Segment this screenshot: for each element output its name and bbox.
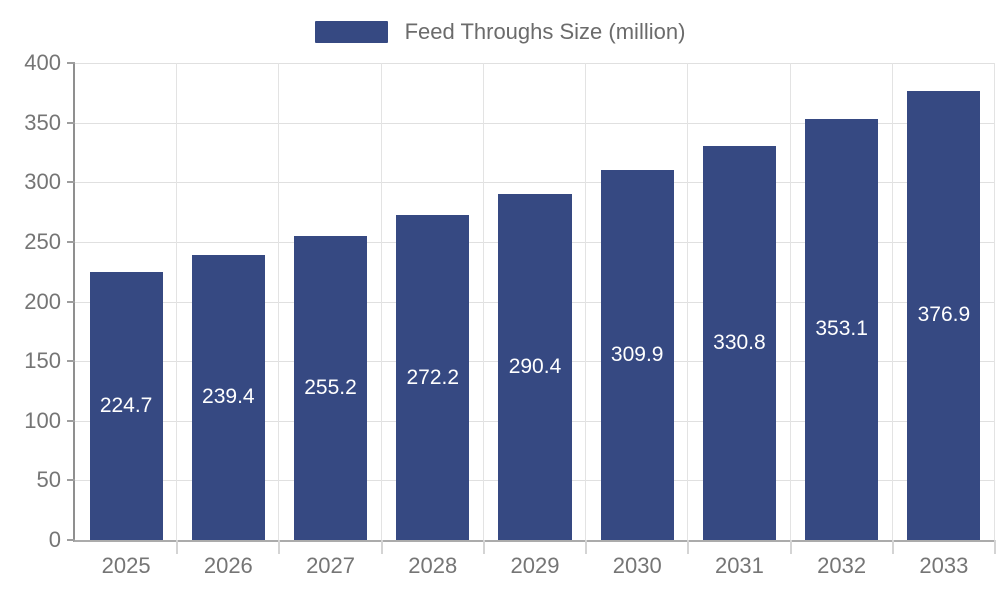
- bar-value-label: 290.4: [508, 354, 562, 378]
- x-axis-label: 2027: [306, 553, 356, 578]
- y-gridline: [75, 182, 995, 184]
- y-axis-tick: [67, 539, 75, 541]
- y-axis-label: 100: [24, 407, 61, 433]
- y-axis-tick: [67, 181, 75, 184]
- bar-value-label: 239.4: [202, 385, 255, 409]
- x-axis-tick: [176, 540, 179, 554]
- bar[interactable]: 224.7: [89, 272, 163, 540]
- x-axis-tick: [789, 540, 792, 554]
- bar-value-label: 224.7: [99, 394, 153, 418]
- bar[interactable]: 290.4: [498, 193, 572, 540]
- legend-swatch: [314, 21, 388, 43]
- x-gridline: [380, 63, 382, 540]
- x-axis-tick: [278, 540, 281, 554]
- y-axis-label: 0: [48, 527, 61, 552]
- y-axis-label: 150: [24, 348, 61, 374]
- x-axis-label: 2028: [408, 553, 458, 578]
- y-axis-label: 300: [24, 169, 61, 195]
- y-gridline: [75, 63, 995, 64]
- y-axis-label: 50: [36, 467, 61, 493]
- y-axis-label: 200: [24, 288, 61, 314]
- x-gridline: [278, 63, 280, 540]
- y-axis-tick: [67, 121, 75, 124]
- x-gridline: [994, 63, 995, 540]
- x-axis-label: 2033: [919, 553, 969, 578]
- x-axis-tick: [482, 540, 485, 554]
- y-axis-label: 250: [24, 228, 61, 254]
- x-gridline: [585, 63, 587, 540]
- x-axis-label: 2032: [817, 553, 867, 578]
- y-axis-tick: [67, 479, 75, 482]
- x-gridline: [891, 63, 893, 540]
- y-axis-tick: [67, 419, 75, 422]
- y-axis-tick: [67, 62, 75, 64]
- bar-value-label: 309.9: [610, 343, 664, 367]
- y-axis-tick: [67, 300, 75, 303]
- x-axis-label: 2030: [612, 553, 662, 578]
- bar-value-label: 272.2: [406, 365, 460, 389]
- x-axis-label: 2026: [203, 553, 253, 578]
- x-axis-tick: [891, 540, 894, 554]
- bar[interactable]: 330.8: [702, 145, 776, 540]
- x-gridline: [176, 63, 178, 540]
- bar[interactable]: 239.4: [191, 254, 265, 540]
- x-gridline: [789, 63, 791, 540]
- x-axis-label: 2025: [101, 553, 151, 578]
- bar[interactable]: 255.2: [294, 235, 368, 540]
- x-axis-tick: [994, 540, 996, 554]
- x-axis-tick: [585, 540, 588, 554]
- y-gridline: [75, 122, 995, 124]
- y-axis-tick: [67, 360, 75, 363]
- bar[interactable]: 272.2: [396, 215, 470, 540]
- x-axis-tick: [687, 540, 690, 554]
- bar-value-label: 330.8: [713, 330, 766, 354]
- legend-item[interactable]: Feed Throughs Size (million): [0, 18, 1000, 46]
- x-gridline: [482, 63, 484, 540]
- x-axis-tick: [380, 540, 383, 554]
- x-axis-label: 2031: [714, 553, 764, 578]
- bar[interactable]: 309.9: [600, 170, 674, 540]
- y-axis-label: 350: [24, 109, 61, 135]
- y-axis-tick: [67, 240, 75, 243]
- x-axis-label: 2029: [510, 553, 560, 578]
- bar-value-label: 376.9: [917, 303, 971, 327]
- bar[interactable]: 376.9: [907, 90, 981, 540]
- legend-label: Feed Throughs Size (million): [404, 19, 686, 44]
- y-axis-label: 400: [24, 50, 61, 75]
- bar[interactable]: 353.1: [805, 118, 879, 540]
- bar-value-label: 255.2: [304, 375, 357, 399]
- x-gridline: [687, 63, 689, 540]
- bar-value-label: 353.1: [815, 317, 868, 341]
- plot-area: 0 50 100 150 200 250 300 350 400 224.7 239.4 255.2 2…: [24, 51, 996, 578]
